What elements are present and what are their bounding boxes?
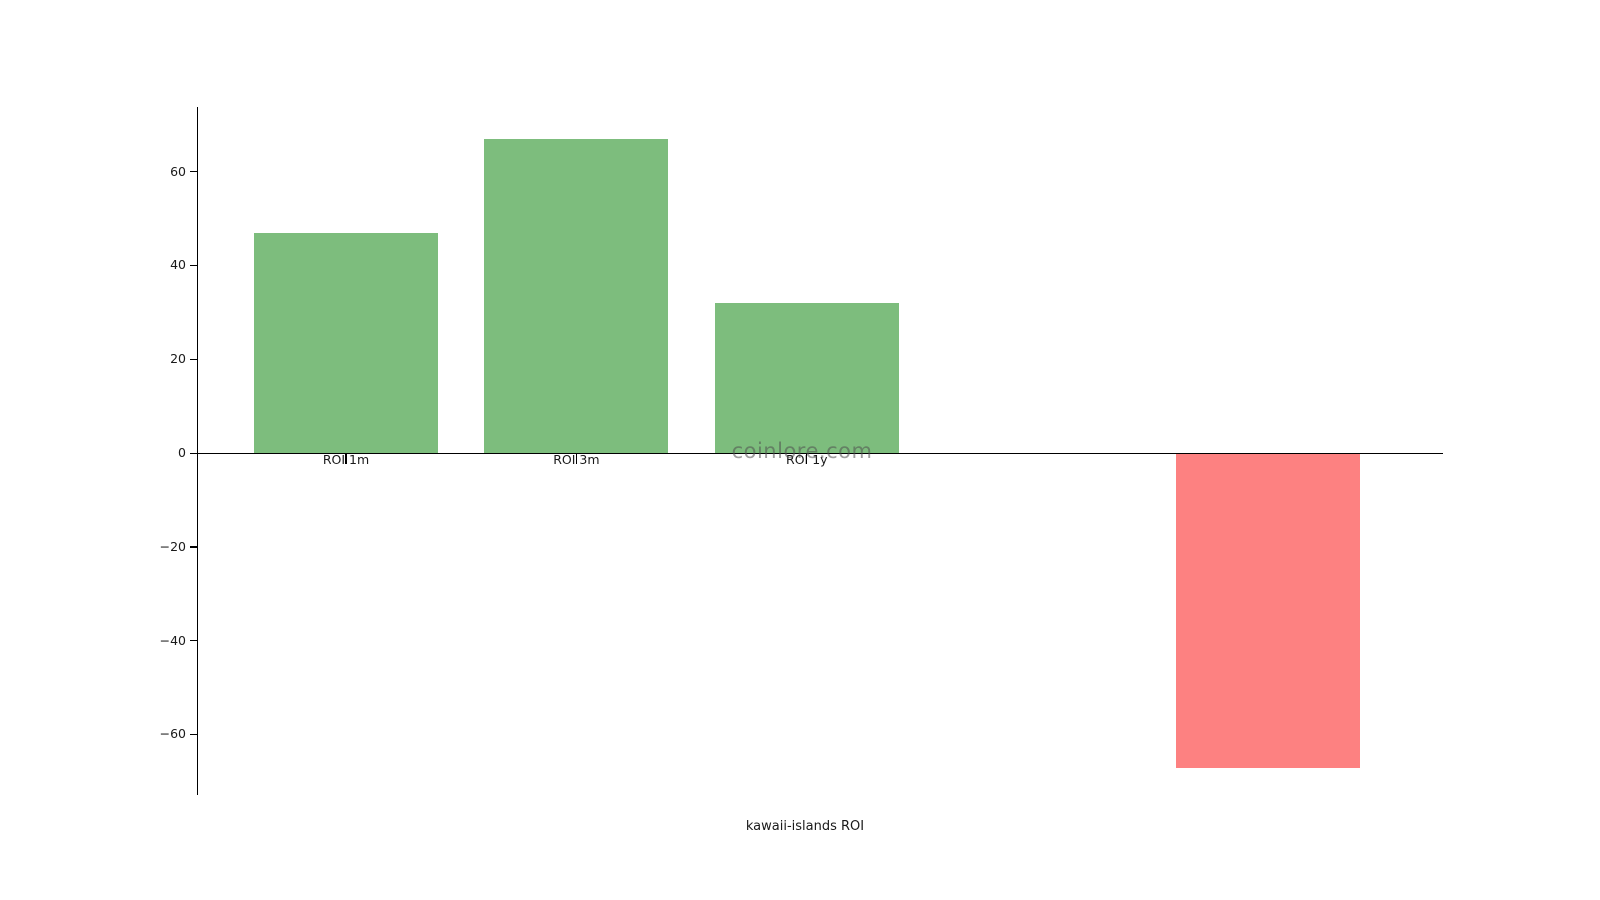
y-tick-mark-40 [190, 264, 197, 267]
bar-roi-1m [254, 232, 438, 453]
y-tick-mark-0 [190, 452, 197, 454]
x-axis-zero-line [197, 453, 1443, 454]
x-tick-mark-roi-1m [345, 453, 347, 464]
bar-roi-1y [714, 302, 899, 453]
x-tick-mark-roi-3m [575, 453, 577, 464]
y-tick-mark--40 [190, 640, 197, 642]
y-tick-label--60: −60 [159, 726, 186, 742]
x-tick-mark-roi-1y [806, 453, 808, 464]
y-tick-label--20: −20 [159, 538, 186, 554]
bar-roi-3m [484, 138, 669, 453]
y-tick-label-40: 40 [170, 257, 186, 273]
y-tick-label-60: 60 [170, 163, 186, 179]
y-tick-label-0: 0 [178, 445, 186, 460]
y-tick-label--40: −40 [159, 632, 186, 648]
y-tick-label-20: 20 [170, 351, 186, 367]
chart-title: kawaii-islands ROI [745, 819, 865, 834]
y-tick-mark-20 [190, 358, 197, 360]
bar-unlabeled-4 [1175, 454, 1360, 769]
y-axis-line [197, 107, 198, 795]
y-tick-mark--60 [190, 733, 197, 736]
y-tick-mark--20 [190, 546, 197, 548]
watermark-text: coinlore.com [731, 439, 873, 463]
y-tick-mark-60 [190, 171, 197, 173]
